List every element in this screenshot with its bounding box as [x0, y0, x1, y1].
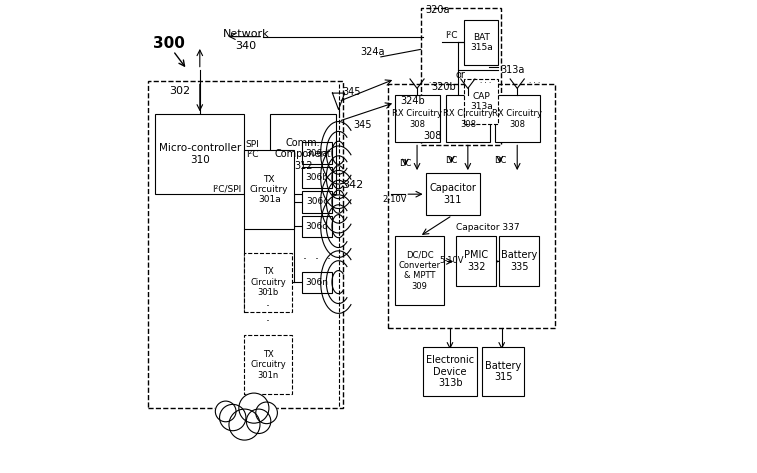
FancyBboxPatch shape	[395, 236, 444, 305]
Text: 320b: 320b	[431, 82, 456, 92]
Circle shape	[220, 404, 246, 431]
FancyBboxPatch shape	[245, 253, 291, 312]
Circle shape	[239, 393, 269, 423]
Text: 313a: 313a	[500, 65, 524, 75]
Text: 306c: 306c	[306, 197, 329, 206]
Text: Capacitor
311: Capacitor 311	[429, 184, 476, 205]
FancyBboxPatch shape	[302, 272, 332, 293]
Text: TX
Circuitry
301n: TX Circuitry 301n	[250, 350, 286, 379]
FancyBboxPatch shape	[500, 236, 539, 286]
Text: RX Circuitry
308: RX Circuitry 308	[443, 109, 493, 129]
Text: TX
Circuitry
301a: TX Circuitry 301a	[250, 175, 288, 204]
Text: Comm.
Component
312: Comm. Component 312	[275, 138, 332, 171]
Text: 324b: 324b	[400, 96, 425, 106]
Text: DC: DC	[494, 156, 506, 165]
Circle shape	[215, 401, 236, 422]
Text: 320a: 320a	[425, 5, 450, 15]
Text: 302: 302	[170, 86, 191, 96]
Text: 300: 300	[154, 36, 185, 51]
Text: RX Circuitry
308: RX Circuitry 308	[493, 109, 543, 129]
FancyBboxPatch shape	[446, 96, 491, 142]
Text: 306a: 306a	[306, 149, 329, 158]
Text: 306n: 306n	[306, 278, 329, 287]
Text: Capacitor 337: Capacitor 337	[456, 223, 519, 232]
Text: 324a: 324a	[360, 47, 385, 57]
FancyBboxPatch shape	[464, 79, 498, 123]
FancyBboxPatch shape	[302, 216, 332, 237]
Text: Micro-controller
310: Micro-controller 310	[159, 143, 241, 165]
FancyBboxPatch shape	[425, 173, 480, 215]
Text: DC: DC	[399, 159, 412, 168]
Text: . . .: . . .	[428, 79, 440, 84]
Text: . . .: . . .	[529, 79, 540, 84]
Text: I²C: I²C	[445, 31, 458, 40]
FancyBboxPatch shape	[270, 114, 336, 194]
Circle shape	[229, 409, 260, 440]
Text: 5-10V: 5-10V	[439, 255, 463, 264]
Text: PMIC
332: PMIC 332	[464, 250, 488, 272]
FancyBboxPatch shape	[395, 96, 440, 142]
Text: Battery
315: Battery 315	[485, 361, 522, 383]
Text: DC/DC
Converter
& MPTT
309: DC/DC Converter & MPTT 309	[399, 251, 441, 291]
Circle shape	[256, 402, 277, 424]
FancyBboxPatch shape	[456, 236, 496, 286]
Text: Electronic
Device
313b: Electronic Device 313b	[426, 355, 475, 388]
FancyBboxPatch shape	[302, 192, 332, 212]
Text: Network
340: Network 340	[223, 29, 269, 51]
FancyBboxPatch shape	[482, 347, 525, 396]
Text: 306d: 306d	[306, 222, 329, 231]
Text: ·
·
·: · · ·	[266, 285, 270, 328]
FancyBboxPatch shape	[245, 335, 291, 394]
Text: 2-10V: 2-10V	[383, 195, 407, 204]
FancyBboxPatch shape	[302, 142, 332, 164]
Text: 342: 342	[342, 180, 363, 190]
Text: Battery
335: Battery 335	[501, 250, 537, 272]
Text: or: or	[456, 70, 466, 80]
FancyBboxPatch shape	[495, 96, 540, 142]
Text: DC: DC	[445, 156, 457, 165]
Text: ·  ·  ·: · · ·	[304, 253, 332, 265]
FancyBboxPatch shape	[464, 20, 498, 65]
Text: 345: 345	[354, 120, 372, 130]
FancyBboxPatch shape	[423, 347, 477, 396]
Circle shape	[246, 409, 271, 434]
Text: I²C/SPI: I²C/SPI	[213, 185, 241, 194]
Text: CAP
313a: CAP 313a	[470, 92, 493, 111]
Text: 308: 308	[423, 131, 441, 141]
Text: RX Circuitry
308: RX Circuitry 308	[392, 109, 442, 129]
Text: TX
Circuitry
301b: TX Circuitry 301b	[250, 267, 286, 297]
FancyBboxPatch shape	[155, 114, 245, 194]
FancyBboxPatch shape	[245, 149, 294, 229]
Text: SPI
I²C: SPI I²C	[245, 140, 260, 159]
Text: 306b: 306b	[306, 173, 329, 182]
Text: . . .: . . .	[480, 79, 491, 84]
Text: 345: 345	[342, 87, 361, 96]
FancyBboxPatch shape	[302, 167, 332, 188]
Text: BAT
315a: BAT 315a	[470, 33, 493, 52]
